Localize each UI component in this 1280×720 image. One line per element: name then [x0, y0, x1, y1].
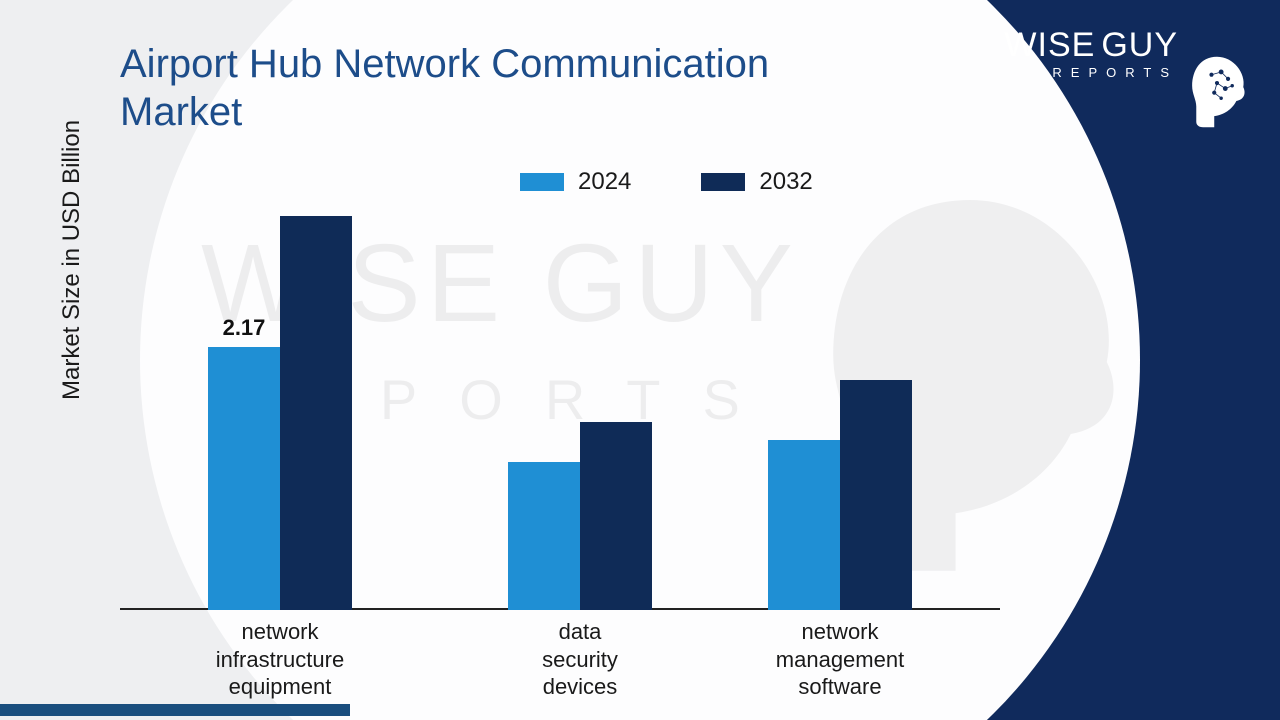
bar-value-label: 2.17 [208, 315, 280, 347]
y-axis-label: Market Size in USD Billion [58, 120, 86, 400]
chart-canvas: WISE GUY REPORTS WISEGUY REPORTS Airport… [0, 0, 1280, 720]
legend: 2024 2032 [520, 168, 813, 196]
logo-head-icon [1182, 54, 1252, 130]
bar [508, 462, 580, 610]
legend-label-2024: 2024 [578, 168, 631, 196]
x-axis-category-label: datasecuritydevices [470, 610, 690, 701]
legend-item-2024: 2024 [520, 168, 631, 196]
x-axis-category-label: networkinfrastructureequipment [170, 610, 390, 701]
bar-group: networkmanagementsoftware [760, 380, 920, 610]
brand-logo: WISEGUY REPORTS [1004, 28, 1252, 79]
bar [840, 380, 912, 610]
legend-label-2032: 2032 [759, 168, 812, 196]
bar: 2.17 [208, 347, 280, 610]
logo-text-guy: GUY [1101, 26, 1178, 64]
chart-title: Airport Hub Network Communication Market [120, 40, 880, 136]
legend-item-2032: 2032 [701, 168, 812, 196]
legend-swatch-2024 [520, 173, 564, 191]
bar [580, 422, 652, 610]
bar-group: 2.17networkinfrastructureequipment [200, 216, 360, 610]
bar-group: datasecuritydevices [500, 422, 660, 610]
footer-accent-bar [0, 704, 350, 716]
x-axis-category-label: networkmanagementsoftware [730, 610, 950, 701]
legend-swatch-2032 [701, 173, 745, 191]
bar [768, 440, 840, 610]
bar [280, 216, 352, 610]
plot-area: 2.17networkinfrastructureequipment datase… [120, 210, 1000, 610]
logo-text-wise: WISE [1004, 26, 1095, 64]
